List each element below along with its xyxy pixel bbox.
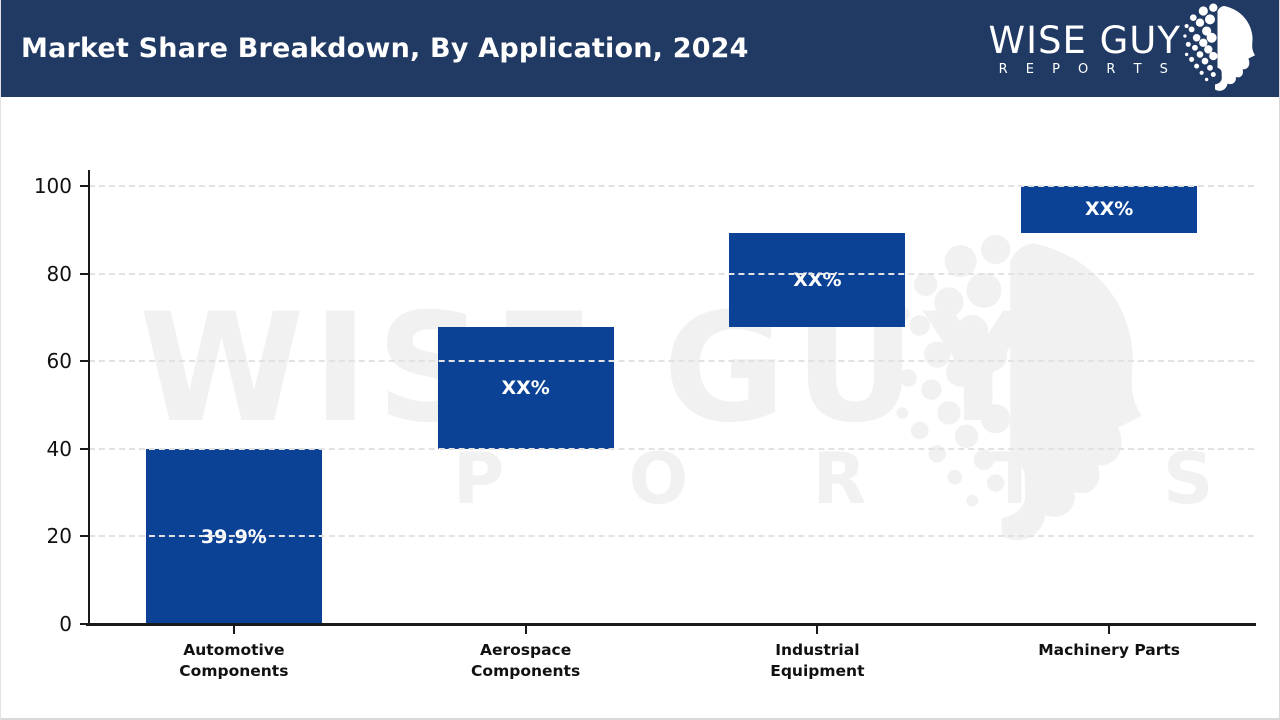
x-category-label: Machinery Parts — [1038, 641, 1181, 659]
gridline-80 — [89, 272, 1254, 275]
x-tick-0 — [232, 626, 235, 634]
y-tick-label-100: 100 — [33, 174, 72, 198]
y-tick-60 — [80, 360, 88, 363]
gridline-20 — [89, 535, 1254, 538]
wiseguy-head-icon — [1183, 3, 1256, 91]
y-tick-label-60: 60 — [46, 349, 72, 374]
y-tick-label-0: 0 — [59, 612, 72, 636]
header-bar: Market Share Breakdown, By Application, … — [1, 0, 1279, 97]
x-axis-line — [86, 623, 1256, 626]
logo-wordmark: WISE GUY — [988, 18, 1181, 62]
y-tick-label-40: 40 — [46, 436, 72, 461]
bar-segment: XX% — [1021, 186, 1198, 233]
y-tick-100 — [80, 185, 88, 187]
y-tick-80 — [80, 272, 88, 275]
y-tick-0 — [80, 623, 88, 625]
x-category-label: Automotive Components — [179, 641, 289, 680]
logo-subtext: R E P O R T S — [998, 61, 1175, 77]
bar-value-label: XX% — [1084, 198, 1134, 221]
y-tick-20 — [80, 535, 88, 538]
y-tick-label-20: 20 — [46, 524, 72, 549]
x-tick-3 — [1108, 626, 1111, 634]
x-category-label: Aerospace Components — [471, 641, 581, 680]
y-axis-line — [88, 170, 90, 625]
wiseguy-logo: WISE GUY R E P O R T S — [989, 1, 1263, 97]
x-tick-2 — [816, 626, 819, 634]
bar-segment: XX% — [437, 326, 614, 450]
gridline-100 — [89, 185, 1254, 187]
gridline-40 — [89, 447, 1254, 450]
y-tick-label-80: 80 — [46, 261, 72, 286]
bar-segment: XX% — [729, 232, 906, 327]
page-title: Market Share Breakdown, By Application, … — [21, 33, 749, 64]
y-tick-40 — [80, 447, 88, 450]
gridline-60 — [89, 360, 1254, 363]
logo-text: WISE GUY R E P O R T S — [989, 22, 1181, 76]
x-tick-1 — [524, 626, 527, 634]
bar-value-label: XX% — [501, 376, 550, 399]
bottom-border — [1, 718, 1279, 720]
x-category-label: Industrial Equipment — [770, 641, 865, 680]
